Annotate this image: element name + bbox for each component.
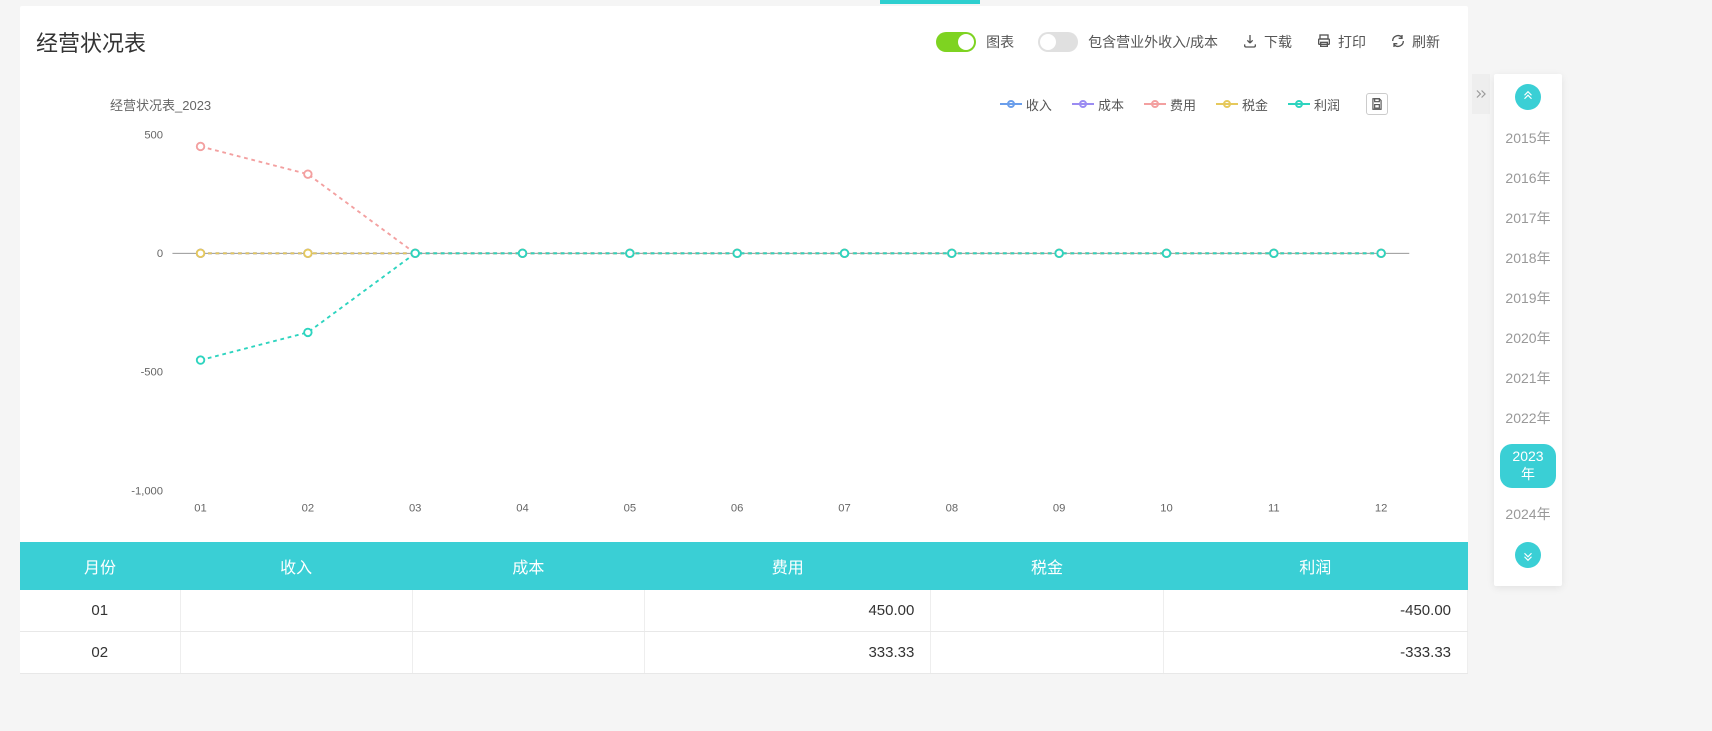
table-header-cell: 利润 xyxy=(1163,542,1467,590)
year-item[interactable]: 2023年 xyxy=(1500,444,1556,488)
table-cell xyxy=(931,590,1163,632)
toggle-chart-switch[interactable] xyxy=(936,32,976,52)
table-body: 01 450.00 -450.00 02 333.33 -333.33 xyxy=(20,590,1468,674)
year-item[interactable]: 2022年 xyxy=(1494,398,1562,438)
year-item[interactable]: 2018年 xyxy=(1494,238,1562,278)
refresh-icon xyxy=(1390,33,1406,52)
legend-marker-icon xyxy=(1288,99,1310,109)
table-cell xyxy=(412,632,644,674)
svg-text:07: 07 xyxy=(838,502,851,514)
legend-label: 利润 xyxy=(1314,95,1340,114)
legend-item-income[interactable]: 收入 xyxy=(1000,95,1052,114)
toggle-nonop-switch[interactable] xyxy=(1038,32,1078,52)
table-header-cell: 税金 xyxy=(931,542,1163,590)
legend-item-tax[interactable]: 税金 xyxy=(1216,95,1268,114)
svg-text:04: 04 xyxy=(516,502,529,514)
svg-text:10: 10 xyxy=(1160,502,1173,514)
svg-text:06: 06 xyxy=(731,502,744,514)
table-header-cell: 成本 xyxy=(412,542,644,590)
svg-text:500: 500 xyxy=(144,129,163,141)
table-cell: -450.00 xyxy=(1163,590,1467,632)
svg-text:11: 11 xyxy=(1268,502,1280,514)
table-cell: 02 xyxy=(20,632,180,674)
svg-text:03: 03 xyxy=(409,502,422,514)
table-cell: 333.33 xyxy=(645,632,931,674)
year-item[interactable]: 2024年 xyxy=(1494,494,1562,534)
table-header-row: 月份收入成本费用税金利润 xyxy=(20,542,1468,590)
print-icon xyxy=(1316,33,1332,52)
print-label: 打印 xyxy=(1338,32,1366,52)
print-button[interactable]: 打印 xyxy=(1316,32,1366,52)
svg-text:02: 02 xyxy=(302,502,315,514)
table-cell xyxy=(412,590,644,632)
table-cell xyxy=(931,632,1163,674)
table-header-cell: 收入 xyxy=(180,542,412,590)
year-scroll-up-button[interactable] xyxy=(1515,84,1541,110)
legend-marker-icon xyxy=(1000,99,1022,109)
legend-item-expense[interactable]: 费用 xyxy=(1144,95,1196,114)
svg-text:12: 12 xyxy=(1375,502,1388,514)
chart-legend: 收入 成本 费用 税金 利润 xyxy=(1000,93,1388,115)
download-label: 下载 xyxy=(1264,32,1292,52)
year-item[interactable]: 2016年 xyxy=(1494,158,1562,198)
action-buttons: 下载 打印 刷新 xyxy=(1242,32,1440,52)
legend-label: 费用 xyxy=(1170,95,1196,114)
year-item[interactable]: 2017年 xyxy=(1494,198,1562,238)
table-cell xyxy=(180,632,412,674)
chart-plot: -1,000 -500 0 500 01 02 03 04 05 06 07 08 09 10 11 12 xyxy=(60,122,1428,522)
year-item[interactable]: 2019年 xyxy=(1494,278,1562,318)
table-cell: 450.00 xyxy=(645,590,931,632)
legend-item-cost[interactable]: 成本 xyxy=(1072,95,1124,114)
download-button[interactable]: 下载 xyxy=(1242,32,1292,52)
svg-text:-1,000: -1,000 xyxy=(131,485,163,497)
year-item[interactable]: 2021年 xyxy=(1494,358,1562,398)
table-header-cell: 费用 xyxy=(645,542,931,590)
svg-text:-500: -500 xyxy=(141,367,164,379)
main-panel: 经营状况表 图表 包含营业外收入/成本 下载 打印 xyxy=(20,6,1468,674)
svg-text:05: 05 xyxy=(624,502,637,514)
legend-marker-icon xyxy=(1216,99,1238,109)
svg-text:08: 08 xyxy=(946,502,959,514)
download-icon xyxy=(1242,33,1258,52)
chart-save-button[interactable] xyxy=(1366,93,1388,115)
year-panel-collapse[interactable] xyxy=(1472,74,1490,114)
year-scroll-down-button[interactable] xyxy=(1515,542,1541,568)
legend-label: 税金 xyxy=(1242,95,1268,114)
year-item[interactable]: 2020年 xyxy=(1494,318,1562,358)
chart-svg: -1,000 -500 0 500 01 02 03 04 05 06 07 08 09 10 11 12 xyxy=(60,122,1428,522)
toggle-nonop-label: 包含营业外收入/成本 xyxy=(1088,32,1218,52)
data-table: 月份收入成本费用税金利润 01 450.00 -450.00 02 333.33 -333… xyxy=(20,542,1468,674)
table-cell: -333.33 xyxy=(1163,632,1467,674)
toggle-chart-label: 图表 xyxy=(986,32,1014,52)
legend-label: 成本 xyxy=(1098,95,1124,114)
page-title: 经营状况表 xyxy=(36,26,146,58)
table-row: 02 333.33 -333.33 xyxy=(20,632,1468,674)
refresh-label: 刷新 xyxy=(1412,32,1440,52)
legend-marker-icon xyxy=(1072,99,1094,109)
table-header-cell: 月份 xyxy=(20,542,180,590)
legend-item-profit[interactable]: 利润 xyxy=(1288,95,1340,114)
svg-text:01: 01 xyxy=(194,502,207,514)
table-row: 01 450.00 -450.00 xyxy=(20,590,1468,632)
refresh-button[interactable]: 刷新 xyxy=(1390,32,1440,52)
header-row: 经营状况表 图表 包含营业外收入/成本 下载 打印 xyxy=(20,6,1468,79)
table-cell: 01 xyxy=(20,590,180,632)
toggle-nonop: 包含营业外收入/成本 xyxy=(1038,32,1218,52)
svg-text:09: 09 xyxy=(1053,502,1066,514)
chart-area: 经营状况表_2023 收入成本费用税金利润 -1,000-50005000102… xyxy=(20,79,1468,532)
year-item[interactable]: 2015年 xyxy=(1494,118,1562,158)
legend-label: 收入 xyxy=(1026,95,1052,114)
svg-text:0: 0 xyxy=(157,248,163,260)
table-cell xyxy=(180,590,412,632)
top-tab-accent xyxy=(880,0,980,4)
toggle-chart: 图表 xyxy=(936,32,1014,52)
year-panel: 2015年2016年2017年2018年2019年2020年2021年2022年… xyxy=(1494,74,1562,586)
legend-marker-icon xyxy=(1144,99,1166,109)
